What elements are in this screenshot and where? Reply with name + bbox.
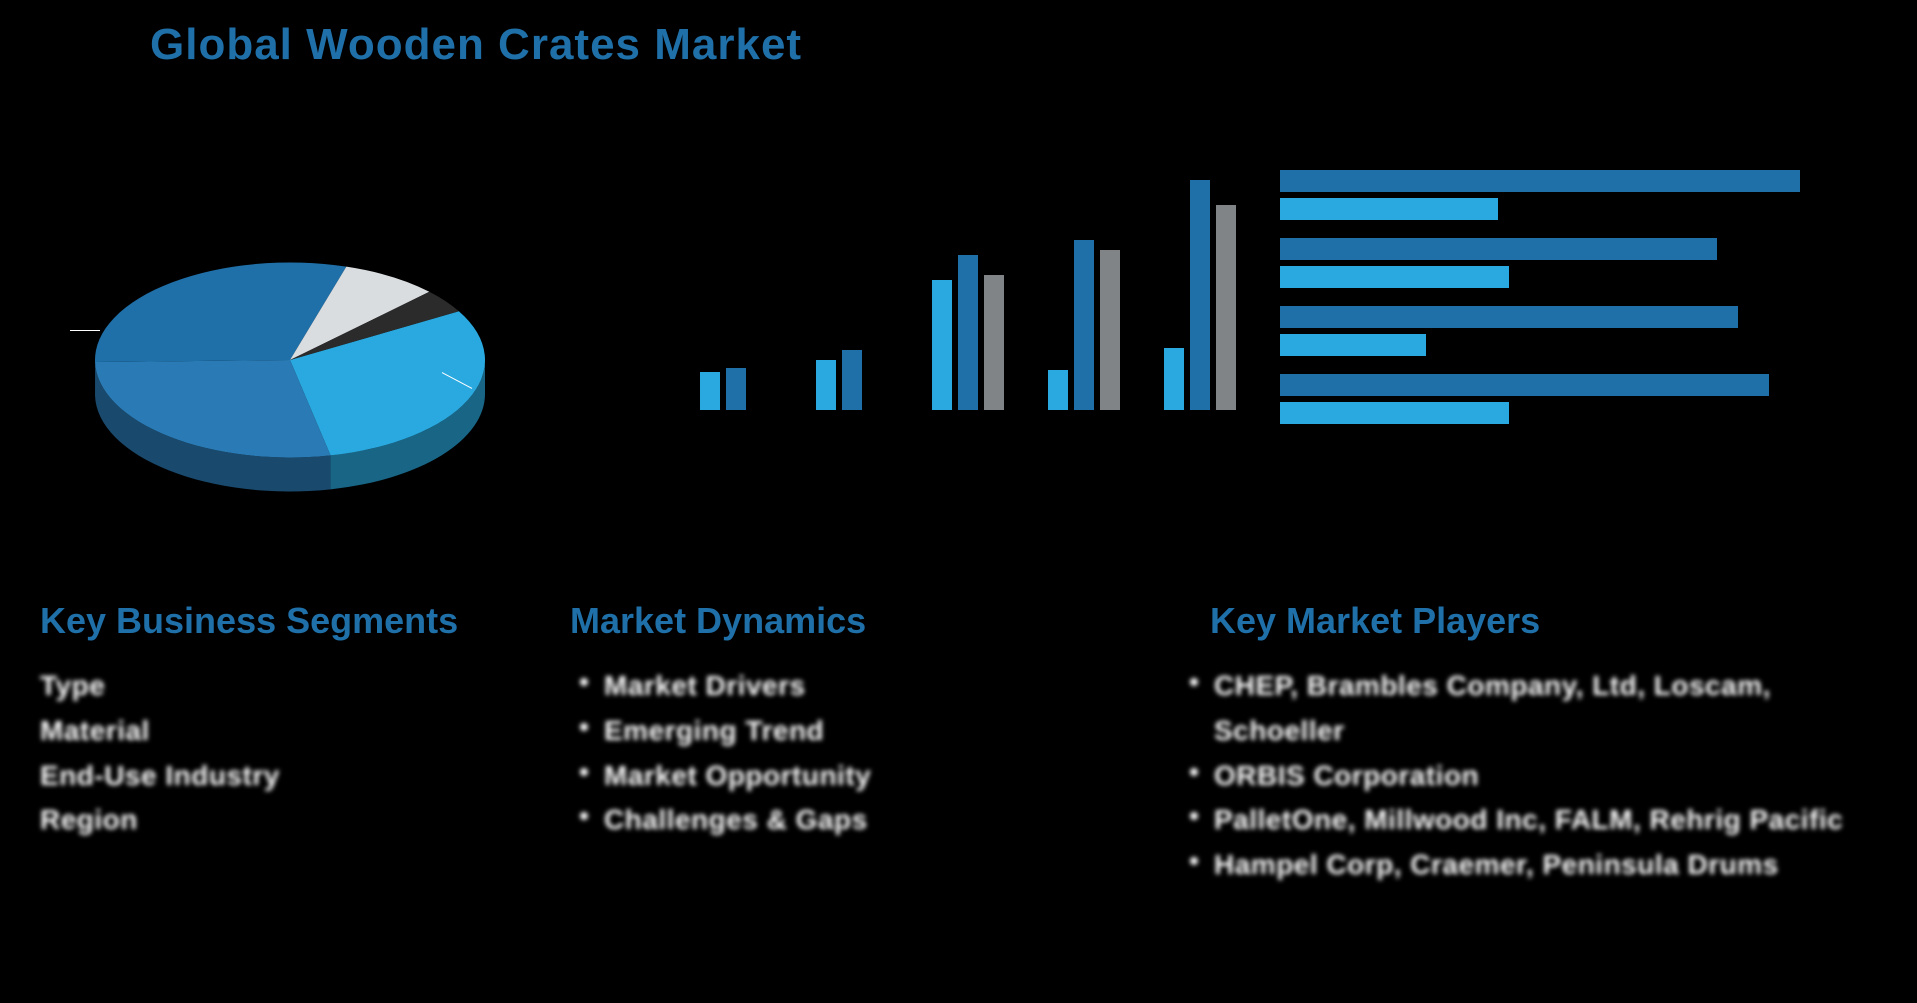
players-list: CHEP, Brambles Company, Ltd, Loscam, Sch… [1180, 664, 1900, 888]
pie-chart [80, 150, 500, 410]
section-key-players: Key Market Players CHEP, Brambles Compan… [1180, 600, 1900, 888]
bar-group [932, 180, 1004, 410]
bar [842, 350, 862, 410]
segments-list: TypeMaterialEnd-Use IndustryRegion [40, 664, 520, 843]
section-market-dynamics: Market Dynamics Market DriversEmerging T… [570, 600, 1090, 843]
bar [984, 275, 1004, 410]
hbar [1280, 198, 1498, 220]
pie-chart-svg [0, 80, 580, 480]
hbar [1280, 402, 1509, 424]
list-item: Challenges & Gaps [570, 798, 1090, 843]
bar [1074, 240, 1094, 410]
bar-group [700, 180, 772, 410]
list-item: End-Use Industry [40, 754, 520, 799]
page-title: Global Wooden Crates Market [150, 20, 802, 70]
list-item: Region [40, 798, 520, 843]
horizontal-bar-chart [1280, 170, 1800, 430]
list-item: Material [40, 709, 520, 754]
bar [1164, 348, 1184, 410]
segments-heading: Key Business Segments [40, 600, 520, 642]
list-item: Emerging Trend [570, 709, 1090, 754]
list-item: Market Opportunity [570, 754, 1090, 799]
players-heading: Key Market Players [1180, 600, 1900, 642]
hbar-row [1280, 170, 1800, 220]
pie-callout-1 [70, 330, 100, 331]
list-item: CHEP, Brambles Company, Ltd, Loscam, Sch… [1180, 664, 1900, 754]
bar-group [816, 180, 888, 410]
hbar [1280, 170, 1800, 192]
list-item: PalletOne, Millwood Inc, FALM, Rehrig Pa… [1180, 798, 1900, 843]
dynamics-list: Market DriversEmerging TrendMarket Oppor… [570, 664, 1090, 843]
list-item: ORBIS Corporation [1180, 754, 1900, 799]
list-item: Market Drivers [570, 664, 1090, 709]
hbar [1280, 306, 1738, 328]
infographic-page: Global Wooden Crates Market Key Business… [0, 0, 1917, 1003]
list-item: Type [40, 664, 520, 709]
bar [700, 372, 720, 410]
section-key-segments: Key Business Segments TypeMaterialEnd-Us… [40, 600, 520, 843]
bar-group [1164, 180, 1236, 410]
bar [1216, 205, 1236, 410]
hbar [1280, 238, 1717, 260]
bar [1048, 370, 1068, 410]
bar [1100, 250, 1120, 410]
bar [932, 280, 952, 410]
hbar [1280, 334, 1426, 356]
bar [958, 255, 978, 410]
hbar-row [1280, 306, 1800, 356]
hbar-row [1280, 238, 1800, 288]
bar-group [1048, 180, 1120, 410]
bar [1190, 180, 1210, 410]
bar [726, 368, 746, 410]
hbar [1280, 374, 1769, 396]
grouped-bar-chart [700, 150, 1150, 410]
hbar [1280, 266, 1509, 288]
bar [816, 360, 836, 410]
dynamics-heading: Market Dynamics [570, 600, 1090, 642]
hbar-row [1280, 374, 1800, 424]
list-item: Hampel Corp, Craemer, Peninsula Drums [1180, 843, 1900, 888]
